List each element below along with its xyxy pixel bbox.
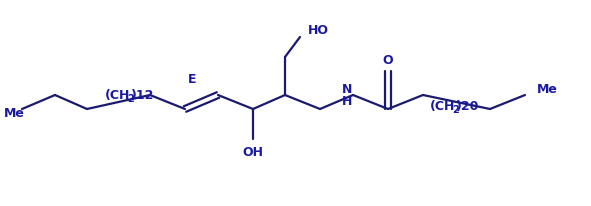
Text: )12: )12 <box>131 89 155 102</box>
Text: HO: HO <box>308 23 329 36</box>
Text: )20: )20 <box>456 100 480 113</box>
Text: O: O <box>383 54 394 67</box>
Text: (CH: (CH <box>105 89 131 102</box>
Text: Me: Me <box>537 83 558 96</box>
Text: 2: 2 <box>128 94 134 103</box>
Text: E: E <box>188 73 196 86</box>
Text: 2: 2 <box>453 104 459 115</box>
Text: OH: OH <box>242 146 264 159</box>
Text: N: N <box>342 83 352 96</box>
Text: H: H <box>342 95 352 108</box>
Text: (CH: (CH <box>430 100 456 113</box>
Text: Me: Me <box>4 107 24 120</box>
